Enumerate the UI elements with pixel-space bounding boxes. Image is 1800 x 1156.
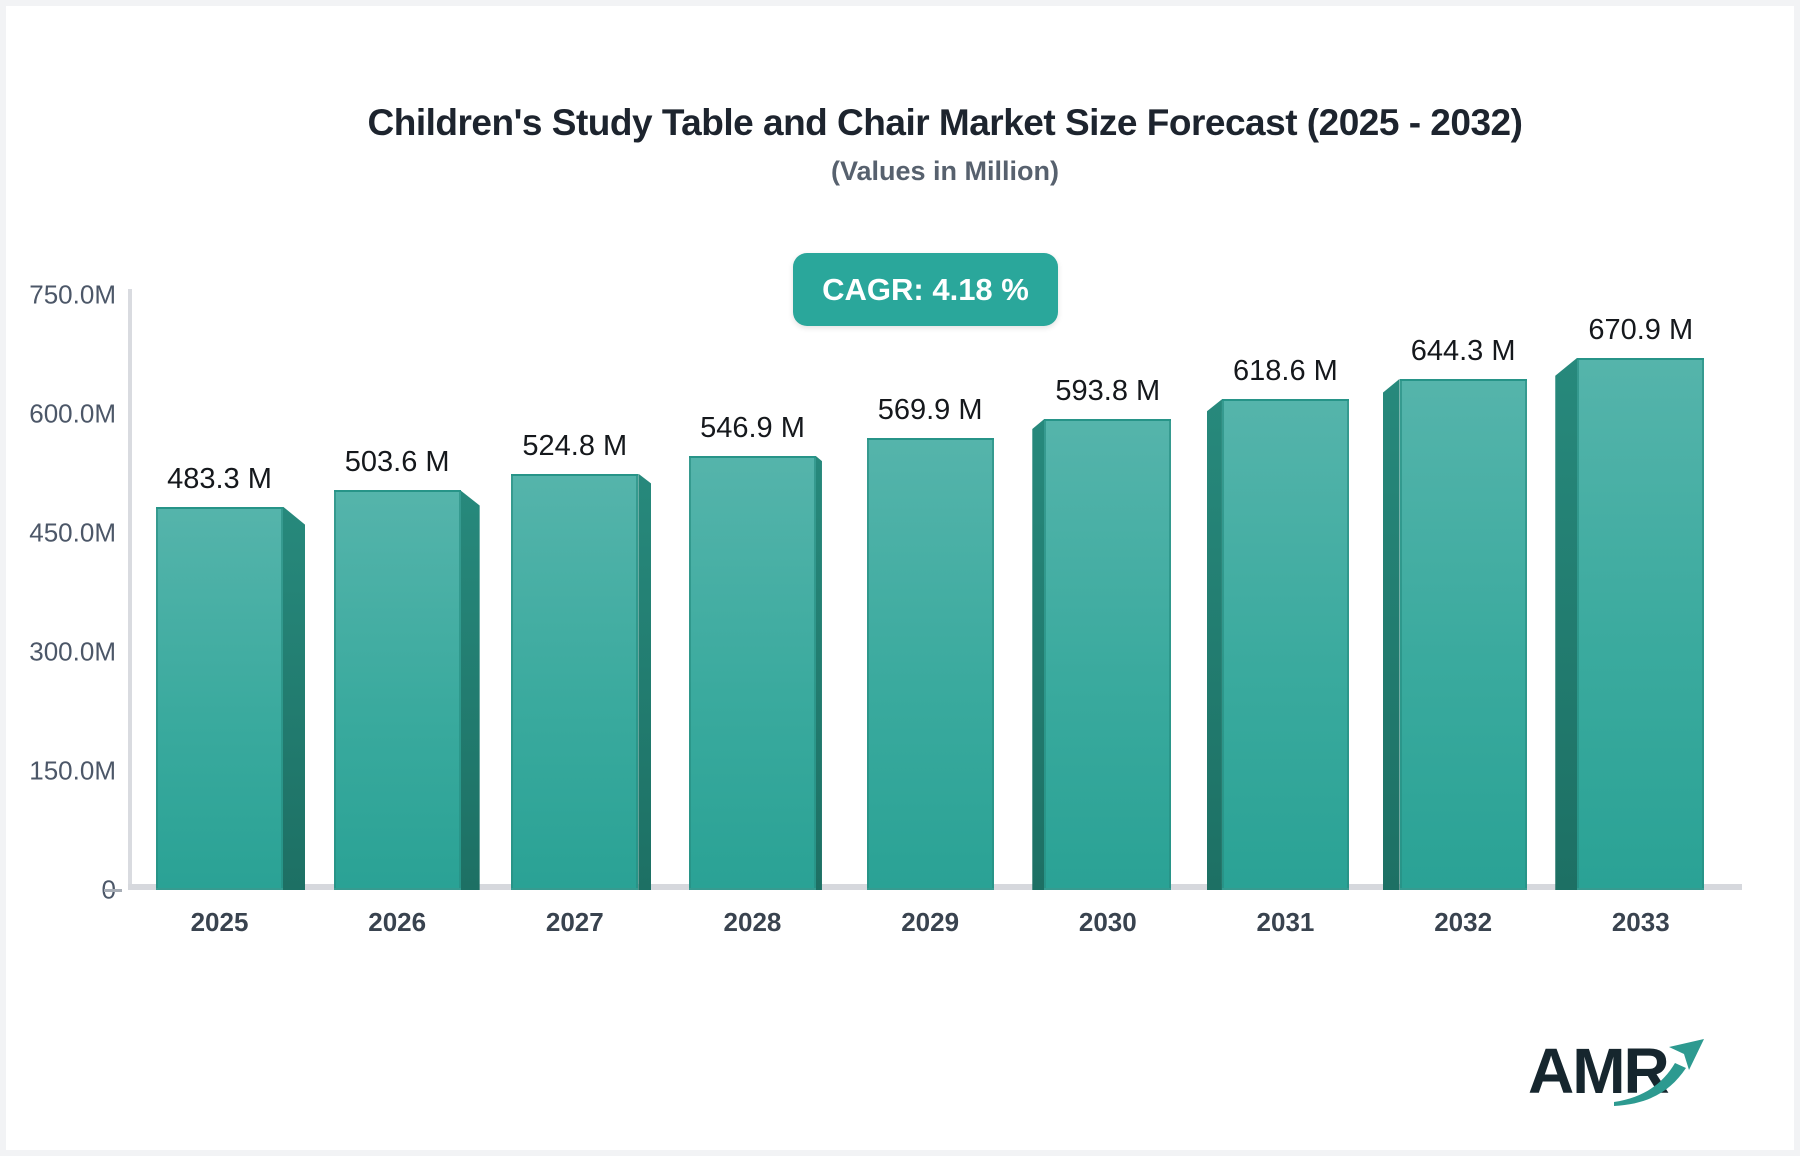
x-axis-label-2033: 2033 <box>1611 907 1670 937</box>
bar-side-face <box>460 490 480 890</box>
amr-logo: AMR <box>1528 1035 1704 1107</box>
cagr-badge: CAGR: 4.18 % <box>793 253 1058 326</box>
chart-card: Children's Study Table and Chair Market … <box>6 6 1794 1150</box>
bar-side-face <box>815 456 822 890</box>
x-axis-label-2025: 2025 <box>190 907 249 937</box>
x-axis-label-2030: 2030 <box>1078 907 1137 937</box>
y-axis-label: 150.0M <box>29 755 116 786</box>
zero-tick-mark <box>104 889 122 892</box>
x-axis-label-2029: 2029 <box>901 907 960 937</box>
bar-value-label: 670.9 M <box>1588 313 1694 346</box>
x-axis-label-2028: 2028 <box>723 907 782 937</box>
bar-side-face <box>1382 378 1400 890</box>
bar-value-label: 483.3 M <box>167 462 272 495</box>
bar-side-face <box>638 473 652 890</box>
bar-value-label: 593.8 M <box>1055 374 1161 407</box>
y-axis-label: 450.0M <box>29 517 116 548</box>
bar-2030 <box>1044 418 1172 890</box>
bar-2027 <box>511 473 639 890</box>
y-axis-label: 300.0M <box>29 636 116 667</box>
bar-chart-plot: 750.0M 600.0M 450.0M 300.0M 150.0M 0 483.3 M 2… <box>6 6 1800 1150</box>
amr-logo-arrowhead <box>1669 1039 1704 1070</box>
bar-value-label: 503.6 M <box>344 446 450 479</box>
bar-side-face <box>283 506 305 890</box>
x-axis-label-2031: 2031 <box>1256 907 1315 937</box>
y-axis-line <box>128 289 132 887</box>
bar-2033 <box>1577 357 1705 890</box>
bar-value-label: 524.8 M <box>522 429 628 462</box>
bar-2029 <box>866 437 994 890</box>
x-axis-label-2026: 2026 <box>368 907 427 937</box>
bar-value-label: 644.3 M <box>1410 334 1516 367</box>
bar-2031 <box>1221 399 1349 890</box>
bar-side-face <box>1032 418 1045 890</box>
bar-2032 <box>1399 378 1527 890</box>
y-axis-label: 0 <box>16 875 116 906</box>
bar-side-face <box>1555 357 1578 890</box>
chart-subtitle: (Values in Million) <box>830 156 1060 186</box>
bar-value-label: 569.9 M <box>877 393 983 426</box>
bar-value-label: 546.9 M <box>700 412 805 445</box>
chart-title: Children's Study Table and Chair Market … <box>367 102 1523 143</box>
y-axis-label: 750.0M <box>29 279 116 310</box>
cagr-badge-label: CAGR: 4.18 % <box>822 271 1029 307</box>
bar-2025 <box>156 506 283 890</box>
x-axis-label-2027: 2027 <box>545 907 604 937</box>
amr-logo-arrow-swoosh <box>1614 1063 1686 1106</box>
bar-2026 <box>333 490 461 890</box>
bar-2028 <box>688 456 816 890</box>
y-axis-label: 600.0M <box>29 398 116 429</box>
x-axis-label-2032: 2032 <box>1434 907 1493 937</box>
bar-value-label: 618.6 M <box>1233 355 1338 388</box>
bar-side-face <box>1206 399 1222 890</box>
